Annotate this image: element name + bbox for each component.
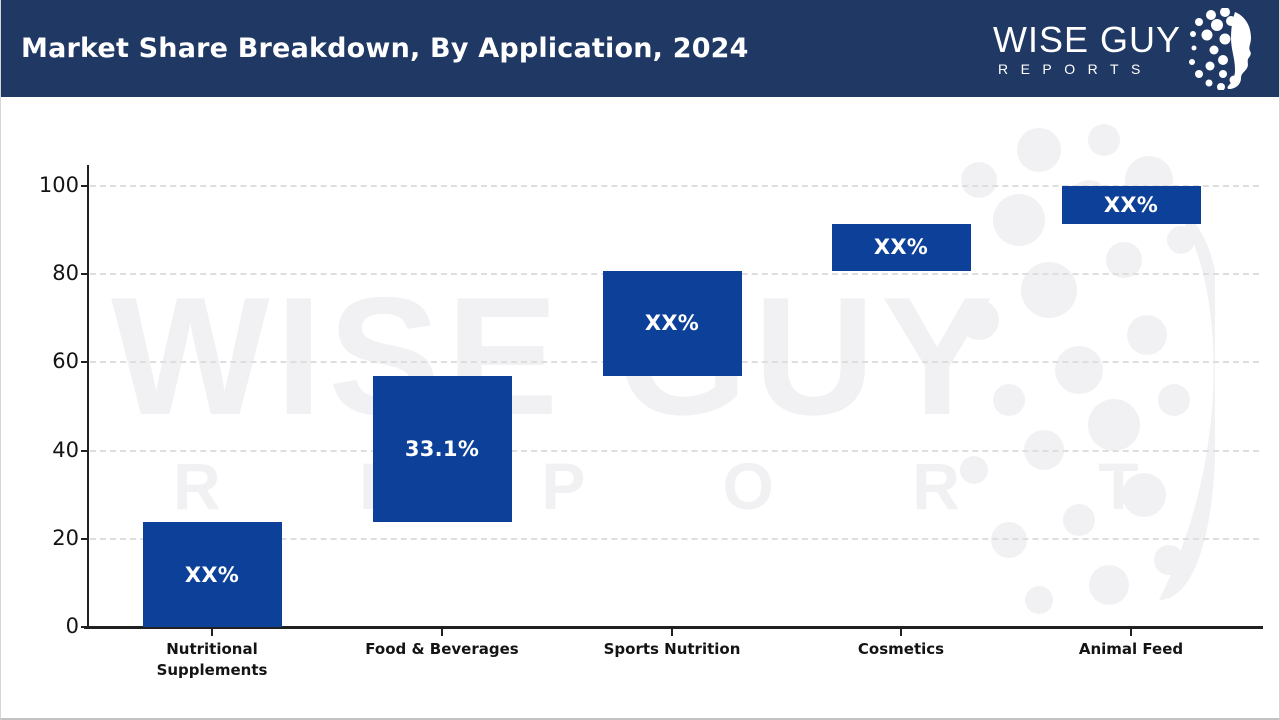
y-tick-label: 40 <box>52 437 79 462</box>
x-tick-mark <box>671 629 673 636</box>
bar-value-label: XX% <box>873 235 929 260</box>
x-category-label-nutritional-supplements: Nutritional Supplements <box>156 640 268 679</box>
y-tick-label: 80 <box>52 261 79 286</box>
bar-value-label: XX% <box>644 311 700 336</box>
wiseguy-logo: WISE GUY REPORTS <box>992 7 1253 90</box>
gridline-100 <box>90 185 1259 187</box>
x-axis-line <box>84 626 1263 629</box>
bar-value-label: XX% <box>1103 192 1159 217</box>
bar-sports-nutrition: XX% <box>602 270 742 377</box>
bar-value-label: 33.1% <box>404 437 480 462</box>
x-tick-mark <box>900 629 902 636</box>
y-tick-mark <box>81 185 88 187</box>
bar-value-label: XX% <box>184 562 240 587</box>
y-tick-mark <box>81 273 88 276</box>
x-tick-mark <box>441 629 443 636</box>
logo-wordmark-line2: REPORTS <box>997 60 1153 77</box>
bar-food-beverages: 33.1% <box>372 376 512 523</box>
bar-animal-feed: XX% <box>1061 186 1201 224</box>
y-tick-mark <box>81 449 88 452</box>
logo-wordmark-line1: WISE GUY <box>992 18 1181 60</box>
x-category-label-animal-feed: Animal Feed <box>1078 640 1184 658</box>
logo-head-icon <box>1189 7 1251 90</box>
y-tick-mark <box>81 537 88 540</box>
y-tick-label: 60 <box>52 349 79 374</box>
page-title: Market Share Breakdown, By Application, … <box>21 33 749 64</box>
x-category-label-sports-nutrition: Sports Nutrition <box>603 640 741 658</box>
bar-nutritional-supplements: XX% <box>142 522 282 627</box>
y-axis-line <box>87 165 89 629</box>
x-category-label-cosmetics: Cosmetics <box>857 640 945 658</box>
bar-cosmetics: XX% <box>831 223 971 271</box>
y-tick-label: 20 <box>52 525 79 550</box>
gridline-20 <box>90 537 1259 540</box>
y-tick-label: 100 <box>38 173 79 197</box>
y-tick-label: 0 <box>65 614 79 638</box>
logo-wordmark: WISE GUY REPORTS <box>992 18 1181 77</box>
header-bar: Market Share Breakdown, By Application, … <box>1 0 1279 97</box>
gridline-40 <box>90 449 1259 452</box>
x-tick-mark <box>211 629 213 636</box>
x-category-label-food-beverages: Food & Beverages <box>365 640 519 658</box>
x-tick-mark <box>1130 629 1132 636</box>
y-tick-mark <box>81 361 88 364</box>
